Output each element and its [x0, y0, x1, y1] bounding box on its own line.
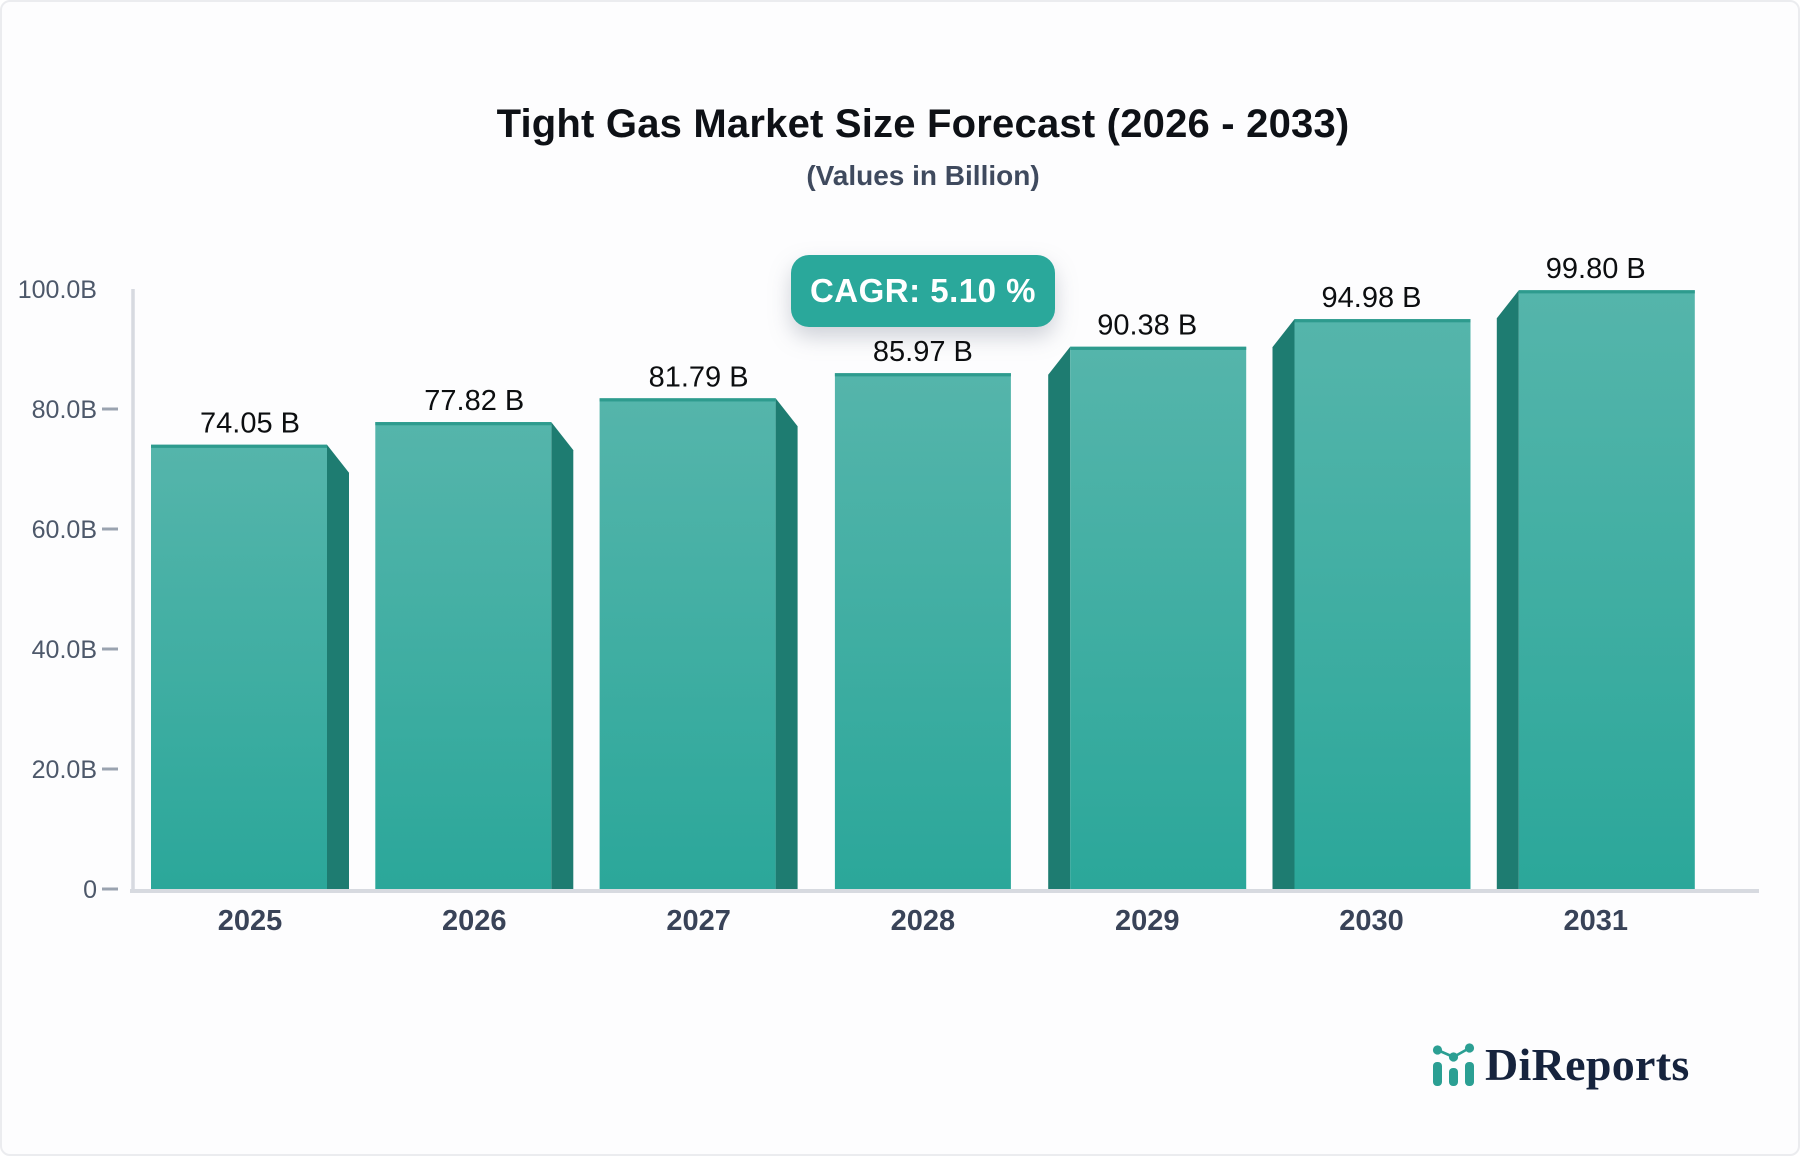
bar-side-face [775, 398, 798, 889]
y-axis-tick-label: 20.0B [32, 756, 97, 784]
bar-2027 [599, 398, 798, 889]
bar-2025 [151, 444, 349, 889]
bar-body [375, 422, 552, 889]
x-axis-category-label: 2031 [1564, 905, 1629, 937]
y-axis-tick-label: 100.0B [18, 276, 97, 304]
bar-2026 [375, 422, 574, 889]
bar-body [151, 444, 327, 889]
mini-bar-line-chart-icon [1432, 1043, 1475, 1086]
x-axis-category-label: 2025 [218, 905, 283, 937]
bar-top-edge [834, 373, 1011, 377]
bar-side-face [1272, 319, 1295, 889]
bar-value-label: 74.05 B [200, 408, 300, 440]
brand-logo-text: DiReports [1485, 1038, 1690, 1090]
bar-top-edge [1070, 346, 1247, 350]
bar-side-face [551, 422, 574, 889]
bar-side-face [327, 444, 349, 889]
x-axis-category-label: 2028 [891, 905, 956, 937]
y-axis-tick-label: 40.0B [32, 636, 97, 664]
bar-value-label: 94.98 B [1322, 282, 1422, 314]
bar-side-face [1048, 346, 1071, 890]
bar-top-edge [375, 422, 552, 426]
y-axis-tick-label: 80.0B [32, 396, 97, 424]
chart-subtitle: (Values in Billion) [806, 160, 1040, 191]
bar-top-edge [1518, 290, 1695, 294]
x-axis-category-label: 2027 [666, 905, 731, 937]
x-axis-category-label: 2030 [1339, 905, 1404, 937]
bar-body [599, 398, 776, 889]
bar-value-label: 85.97 B [873, 336, 973, 368]
chart-title: Tight Gas Market Size Forecast (2026 - 2… [496, 102, 1350, 146]
bar-value-label: 90.38 B [1097, 310, 1197, 342]
bar-2030 [1272, 319, 1471, 889]
bar-2029 [1048, 346, 1247, 890]
bar-body [1518, 290, 1695, 889]
bar-side-face [1496, 290, 1519, 889]
bar-body [1070, 346, 1247, 890]
bar-body [1294, 319, 1471, 889]
bar-top-edge [151, 444, 327, 448]
cagr-badge: CAGR: 5.10 % [791, 255, 1055, 327]
bar-2031 [1496, 290, 1695, 889]
bar-2028 [834, 373, 1011, 889]
bar-value-label: 81.79 B [649, 361, 749, 393]
x-axis-category-label: 2029 [1115, 905, 1180, 937]
x-axis-category-label: 2026 [442, 905, 507, 937]
y-axis-tick-label: 60.0B [32, 516, 97, 544]
bar-value-label: 99.80 B [1546, 253, 1646, 285]
brand-logo: DiReports [1430, 1036, 1690, 1092]
bar-top-edge [599, 398, 776, 402]
bar-top-edge [1294, 319, 1471, 323]
bar-value-label: 77.82 B [424, 385, 524, 417]
y-axis-tick-label: 0 [83, 876, 97, 904]
bar-body [834, 373, 1011, 889]
